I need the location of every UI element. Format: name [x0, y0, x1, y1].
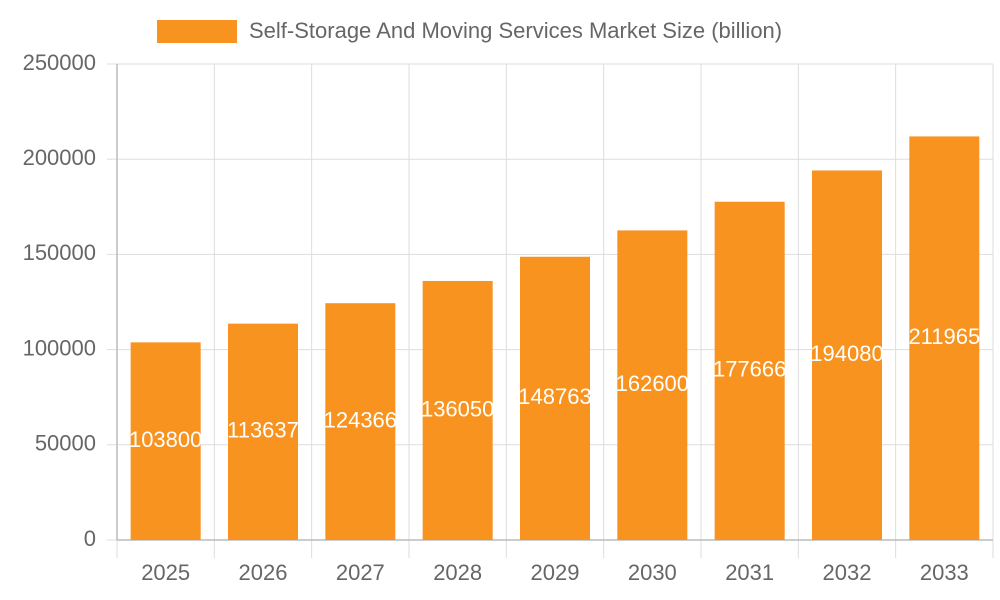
x-tick-label: 2028 — [433, 560, 482, 585]
x-tick-label: 2033 — [920, 560, 969, 585]
bar — [909, 136, 980, 540]
y-tick-label: 100000 — [23, 335, 96, 360]
x-tick-label: 2029 — [531, 560, 580, 585]
bar — [617, 230, 688, 540]
x-tick-label: 2027 — [336, 560, 385, 585]
bar — [714, 201, 785, 540]
x-tick-label: 2026 — [239, 560, 288, 585]
data-label: 136050 — [421, 396, 494, 421]
y-tick-label: 0 — [84, 526, 96, 551]
data-label: 124366 — [324, 407, 397, 432]
legend-swatch — [157, 20, 237, 43]
x-tick-label: 2032 — [823, 560, 872, 585]
x-tick-label: 2031 — [725, 560, 774, 585]
bar — [422, 280, 493, 540]
y-tick-label: 50000 — [35, 431, 96, 456]
y-tick-label: 150000 — [23, 240, 96, 265]
bar — [325, 303, 396, 540]
x-tick-label: 2030 — [628, 560, 677, 585]
data-label: 194080 — [810, 341, 883, 366]
y-tick-label: 200000 — [23, 145, 96, 170]
y-tick-label: 250000 — [23, 50, 96, 75]
data-label: 177666 — [713, 357, 786, 382]
bar — [520, 256, 590, 540]
data-label: 148763 — [518, 384, 591, 409]
data-label: 103800 — [129, 427, 202, 452]
bar — [228, 323, 298, 540]
x-tick-label: 2025 — [141, 560, 190, 585]
bar — [130, 342, 201, 540]
data-label: 162600 — [616, 371, 689, 396]
data-label: 113637 — [227, 418, 299, 443]
legend-label: Self-Storage And Moving Services Market … — [249, 18, 782, 43]
bar — [812, 170, 882, 540]
data-label: 211965 — [908, 324, 980, 349]
